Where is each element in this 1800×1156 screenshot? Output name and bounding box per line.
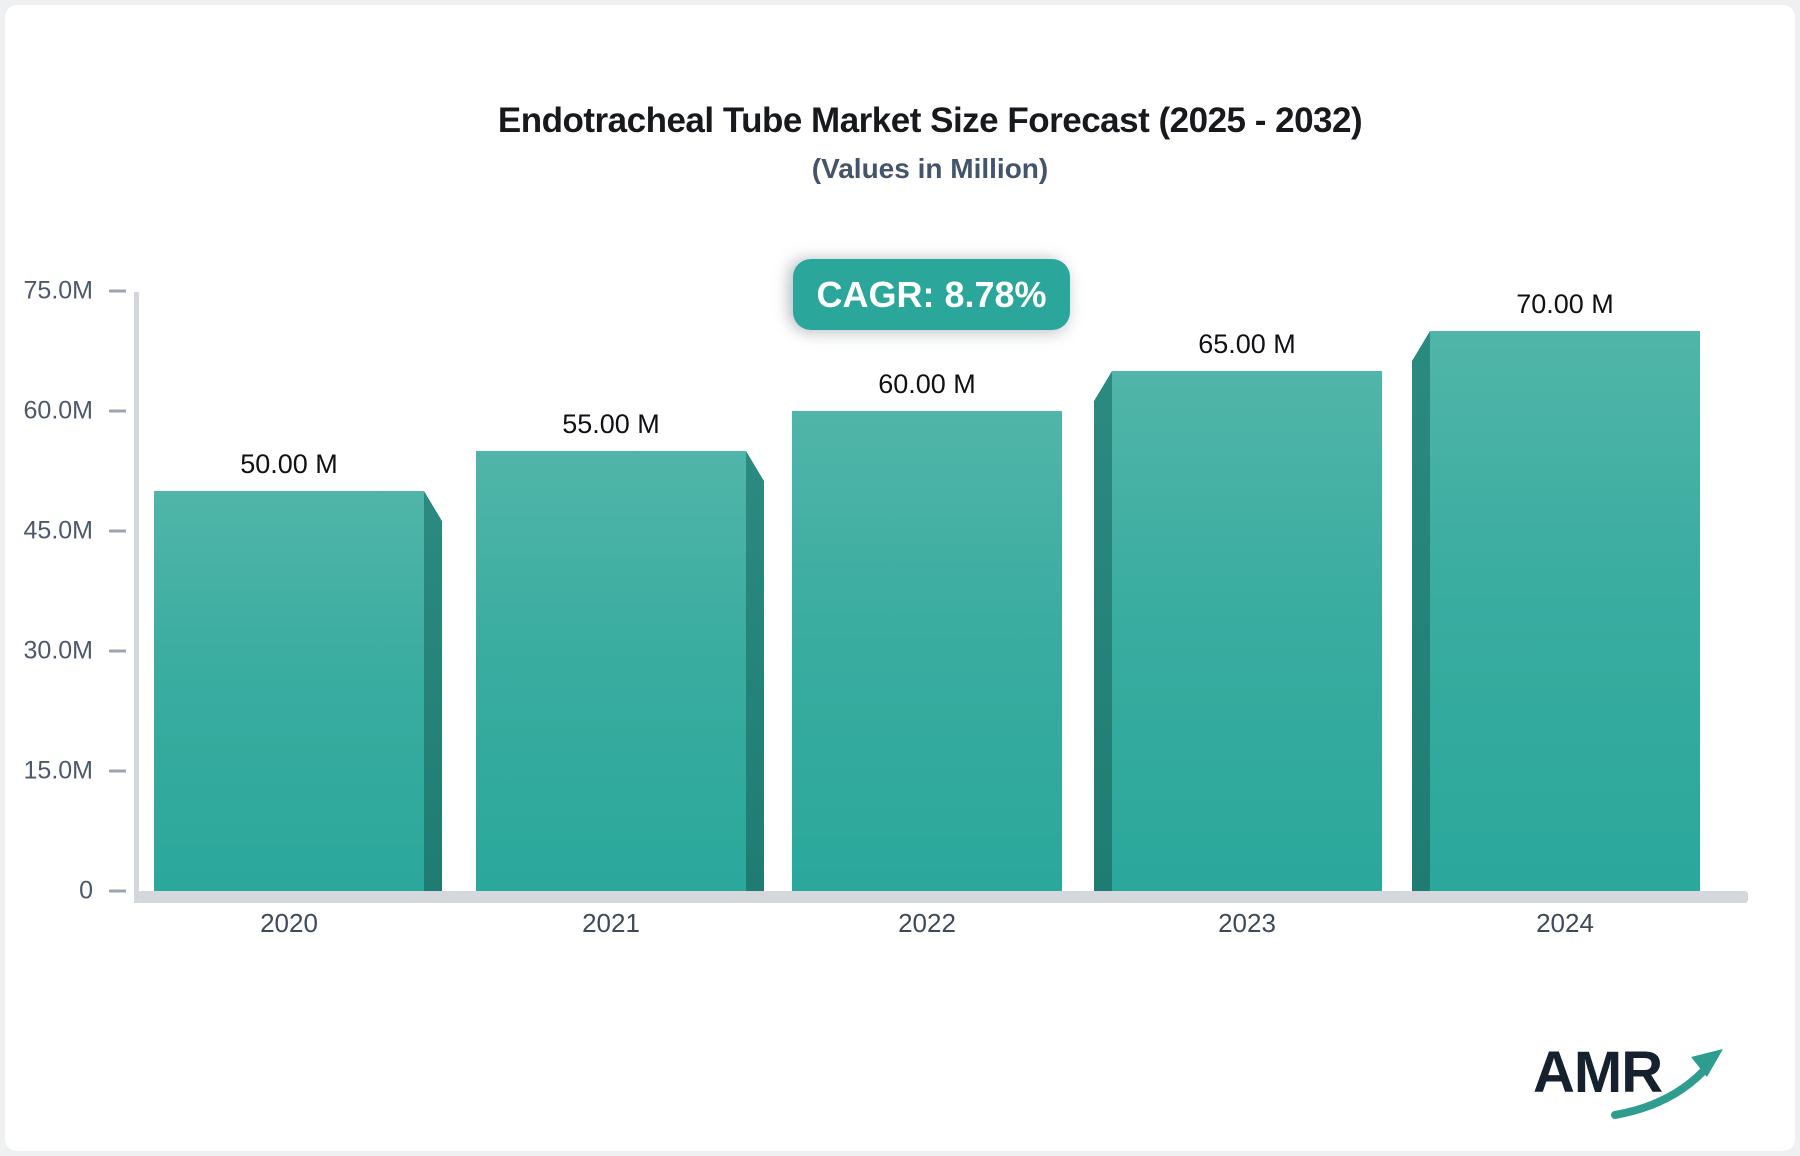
bar-value-label: 60.00 M — [878, 369, 976, 399]
y-axis-tick-label: 45.0M — [23, 516, 93, 545]
cagr-badge: CAGR: 8.78% — [793, 259, 1070, 330]
bar-3d-side — [1094, 371, 1112, 891]
y-axis-tick-label: 75.0M — [23, 276, 93, 305]
bar-value-label: 65.00 M — [1198, 329, 1296, 359]
x-axis-tick-label: 2021 — [582, 908, 640, 938]
bar-3d-side — [424, 491, 442, 891]
x-axis-tick-label: 2023 — [1218, 908, 1276, 938]
y-axis-tick-label: 60.0M — [23, 396, 93, 425]
chart-card: Endotracheal Tube Market Size Forecast (… — [5, 5, 1795, 1151]
y-axis-tick-mark — [109, 889, 126, 893]
bar-value-label: 55.00 M — [562, 409, 660, 439]
bar-2024[interactable] — [1430, 331, 1700, 891]
x-axis-line — [138, 891, 1748, 903]
growth-arrow-icon — [1611, 1049, 1723, 1119]
y-axis-tick-label: 0 — [79, 876, 93, 905]
y-axis-tick-mark — [109, 289, 126, 293]
cagr-badge-label: CAGR: 8.78% — [816, 273, 1047, 315]
y-axis-tick-mark — [109, 649, 126, 653]
bar-value-label: 70.00 M — [1516, 289, 1614, 319]
chart-subtitle: (Values in Million) — [811, 153, 1049, 184]
bar-2022[interactable] — [792, 411, 1062, 891]
chart-title: Endotracheal Tube Market Size Forecast (… — [497, 101, 1363, 140]
y-axis-line — [134, 292, 139, 903]
x-axis-tick-label: 2022 — [898, 908, 956, 938]
x-axis-tick-label: 2024 — [1536, 908, 1594, 938]
y-axis-tick-mark — [109, 769, 126, 773]
y-axis-tick-label: 15.0M — [23, 756, 93, 785]
bar-2023[interactable] — [1112, 371, 1382, 891]
amr-logo: AMR — [1533, 1037, 1733, 1127]
bar-2020[interactable] — [154, 491, 424, 891]
x-axis-tick-label: 2020 — [260, 908, 318, 938]
bar-3d-side — [1412, 331, 1430, 891]
bar-value-label: 50.00 M — [240, 449, 338, 479]
y-axis-tick-label: 30.0M — [23, 636, 93, 665]
y-axis-tick-mark — [109, 529, 126, 533]
y-axis-tick-mark — [109, 409, 126, 413]
bar-3d-side — [746, 451, 764, 891]
bar-2021[interactable] — [476, 451, 746, 891]
amr-logo-text: AMR — [1533, 1040, 1663, 1105]
